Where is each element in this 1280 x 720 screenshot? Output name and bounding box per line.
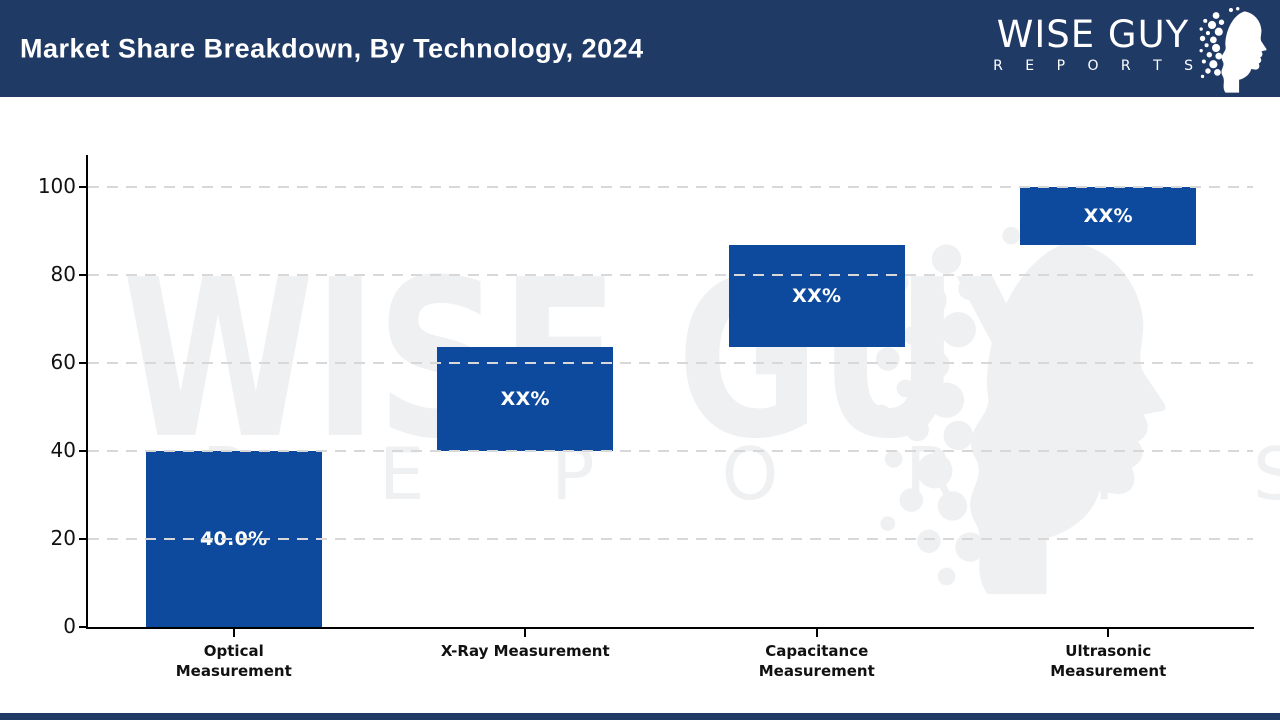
y-tick-label: 80 (50, 262, 76, 286)
header-band: Market Share Breakdown, By Technology, 2… (0, 0, 1280, 97)
category-label-line: Capacitance (765, 642, 869, 660)
gridline-60 (88, 362, 1253, 364)
gridline-100 (88, 186, 1253, 188)
category-label-line: Measurement (758, 662, 875, 680)
y-tick-label: 40 (50, 438, 76, 462)
x-tick-mark (815, 629, 818, 637)
brand-logo-subtitle: R E P O R T S (993, 58, 1202, 74)
chart-title: Market Share Breakdown, By Technology, 2… (20, 33, 644, 63)
x-axis-line (86, 627, 1254, 629)
y-tick-mark (79, 362, 87, 364)
footer-band (0, 713, 1280, 720)
bar-3: XX% (728, 245, 905, 348)
category-label-line: Measurement (1050, 662, 1167, 680)
bar-2: XX% (437, 347, 614, 451)
category-label-line: Ultrasonic (1065, 642, 1152, 660)
y-tick-label: 100 (37, 174, 76, 198)
brand-logo-text: WISE GUY R E P O R T S (984, 16, 1202, 76)
category-label: Optical Measurement (114, 641, 354, 681)
gridline-40 (88, 450, 1253, 452)
category-label: X-Ray Measurement (405, 641, 645, 661)
y-tick-mark (79, 450, 87, 452)
y-axis-line (86, 155, 88, 629)
category-label: Ultrasonic Measurement (988, 641, 1228, 681)
category-label-line: X-Ray Measurement (440, 642, 610, 660)
bar-value-label: XX% (1083, 205, 1133, 228)
bar-value-label: XX% (792, 285, 842, 308)
y-tick-mark (79, 626, 87, 628)
gridline-80 (88, 274, 1253, 276)
y-tick-mark (79, 186, 87, 188)
gridline-20 (88, 538, 1253, 540)
bar-value-label: XX% (500, 388, 550, 411)
category-label-line: Measurement (175, 662, 292, 680)
brand-logo: WISE GUY R E P O R T S (993, 0, 1270, 97)
watermark-head-icon (874, 222, 1166, 595)
x-tick-mark (232, 629, 235, 637)
y-tick-label: 60 (50, 350, 76, 374)
y-tick-label: 20 (50, 526, 76, 550)
y-tick-mark (79, 274, 87, 276)
y-tick-mark (79, 538, 87, 540)
brand-logo-name: WISE GUY (996, 13, 1190, 56)
y-tick-label: 0 (63, 614, 76, 638)
category-label-line: Optical (203, 642, 264, 660)
x-tick-mark (1107, 629, 1110, 637)
category-label: Capacitance Measurement (697, 641, 937, 681)
bar-4: XX% (1020, 187, 1197, 246)
x-tick-mark (524, 629, 527, 637)
brand-logo-head-icon (1199, 7, 1267, 93)
